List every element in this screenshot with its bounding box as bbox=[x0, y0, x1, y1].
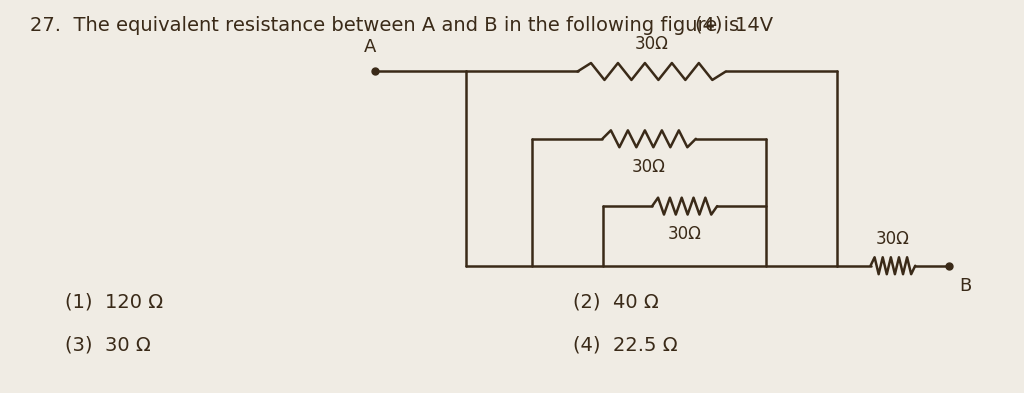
Text: A: A bbox=[364, 38, 376, 56]
Text: (1)  120 Ω: (1) 120 Ω bbox=[66, 293, 163, 312]
Text: 30Ω: 30Ω bbox=[635, 35, 669, 53]
Text: (3)  30 Ω: (3) 30 Ω bbox=[66, 335, 151, 354]
Text: (4)  14V: (4) 14V bbox=[695, 16, 773, 35]
Text: 30Ω: 30Ω bbox=[876, 230, 909, 248]
Text: (2)  40 Ω: (2) 40 Ω bbox=[573, 293, 658, 312]
Text: (4)  22.5 Ω: (4) 22.5 Ω bbox=[573, 335, 678, 354]
Text: 27.  The equivalent resistance between A and B in the following figure is: 27. The equivalent resistance between A … bbox=[30, 16, 738, 35]
Text: 30Ω: 30Ω bbox=[632, 158, 666, 176]
Text: B: B bbox=[958, 277, 971, 295]
Text: 30Ω: 30Ω bbox=[668, 225, 701, 243]
